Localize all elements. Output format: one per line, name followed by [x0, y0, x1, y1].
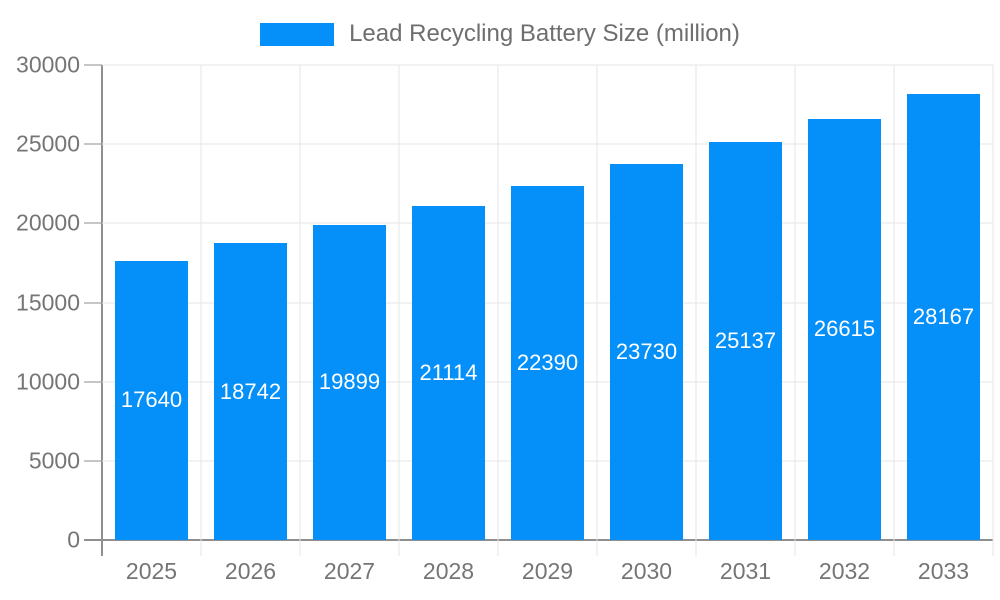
plot-area: 17640 18742 19899 21114 22390 23730 25137 26615… [84, 64, 994, 556]
gridline-v [398, 65, 400, 556]
bar-value-label: 23730 [615, 339, 678, 365]
legend-item[interactable]: Lead Recycling Battery Size (million) [260, 20, 740, 48]
bar-value-label: 26615 [813, 316, 876, 342]
bar[interactable]: 22390 [510, 185, 585, 540]
x-axis-label: 2031 [719, 558, 772, 584]
bar[interactable]: 18742 [213, 243, 288, 540]
y-axis-tick [84, 459, 102, 462]
legend-swatch-icon [260, 22, 335, 46]
x-axis-line [84, 539, 993, 541]
x-axis-label: 2025 [125, 558, 178, 584]
x-axis-label: 2033 [917, 558, 970, 584]
gridline-v [596, 65, 598, 556]
bar-slot: 19899 [300, 65, 399, 540]
bar-value-label: 28167 [912, 304, 975, 330]
x-axis-label: 2028 [422, 558, 475, 584]
x-axis-label: 2027 [323, 558, 376, 584]
bar-value-label: 25137 [714, 328, 777, 353]
gridline-v [695, 65, 697, 556]
legend: Lead Recycling Battery Size (million) [0, 20, 1000, 48]
y-axis-label: 25000 [16, 130, 80, 157]
x-axis-label: 2030 [620, 558, 673, 584]
x-axis-label: 2026 [224, 558, 277, 584]
x-axis-label: 2029 [521, 558, 574, 584]
gridline-v [893, 65, 895, 556]
gridline-v [992, 65, 994, 556]
legend-label: Lead Recycling Battery Size (million) [349, 20, 740, 47]
gridline-v [794, 65, 796, 556]
gridline-h [102, 143, 993, 145]
bar-value-label: 21114 [419, 359, 478, 385]
bar[interactable]: 21114 [411, 205, 486, 540]
bar-value-label: 19899 [318, 369, 381, 395]
y-axis-labels: 0 5000 10000 15000 20000 25000 30000 [0, 52, 102, 553]
bar-slot: 25137 [696, 65, 795, 540]
y-axis-label: 5000 [28, 447, 80, 474]
bar-value-label: 17640 [120, 387, 183, 413]
bar[interactable]: 17640 [114, 260, 189, 540]
gridline-h [102, 64, 993, 66]
y-axis-tick [84, 380, 102, 383]
bar-value-label: 22390 [516, 349, 579, 375]
x-axis-label: 2032 [818, 558, 871, 584]
y-axis-tick [84, 143, 102, 146]
bar-slot: 17640 [102, 65, 201, 540]
gridline-v [497, 65, 499, 556]
y-axis-label: 0 [67, 526, 80, 553]
y-axis-tick [84, 222, 102, 225]
bar-slot: 21114 [399, 65, 498, 540]
gridline-v [200, 65, 202, 556]
bar-slot: 28167 [894, 65, 993, 540]
y-axis-tick [84, 301, 102, 304]
bar[interactable]: 19899 [312, 224, 387, 540]
bar[interactable]: 23730 [609, 164, 684, 540]
bar-slot: 22390 [498, 65, 597, 540]
bar[interactable]: 28167 [906, 94, 981, 540]
y-axis-label: 15000 [16, 289, 80, 315]
bar[interactable]: 25137 [708, 142, 783, 540]
bar-slot: 23730 [597, 65, 696, 540]
bar-slot: 26615 [795, 65, 894, 540]
x-axis-labels: 2025 2026 2027 2028 2029 2030 2031 2032 2033 [102, 558, 993, 585]
y-axis-label: 30000 [16, 51, 80, 78]
bar-value-label: 18742 [219, 378, 282, 404]
gridline-v [299, 65, 301, 556]
y-axis-label: 20000 [16, 209, 80, 236]
y-axis-label: 10000 [16, 368, 80, 395]
y-axis-line [101, 65, 103, 556]
bar[interactable]: 26615 [807, 118, 882, 540]
y-axis-tick [84, 64, 102, 66]
bar-slot: 18742 [201, 65, 300, 540]
